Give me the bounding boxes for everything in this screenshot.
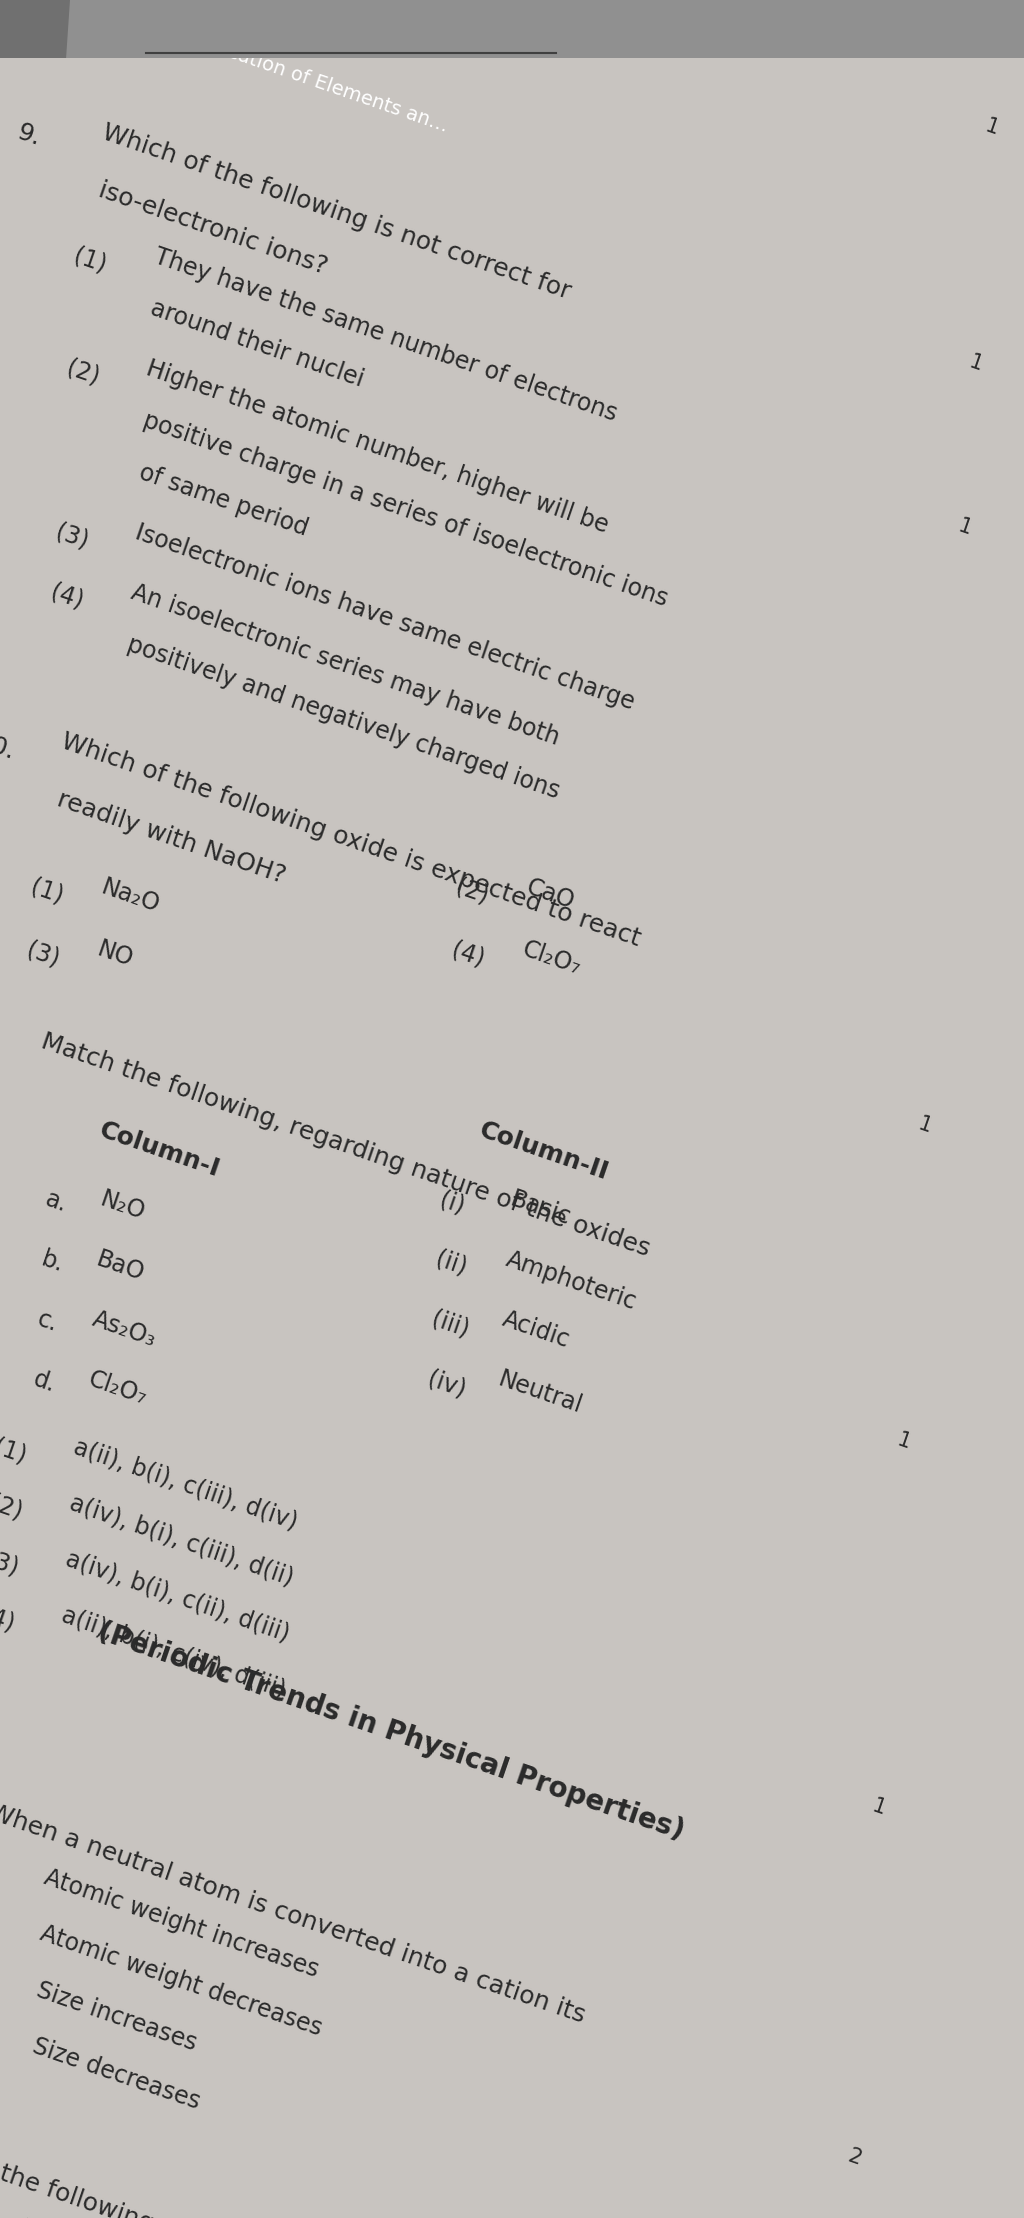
Text: 1: 1 [967,353,986,375]
Text: Higher the atomic number, higher will be: Higher the atomic number, higher will be [143,357,611,537]
Text: b.: b. [38,1247,67,1278]
Text: (1): (1) [28,874,68,909]
Text: Atomic weight increases: Atomic weight increases [41,1865,322,1983]
Text: positive charge in a series of isoelectronic ions: positive charge in a series of isoelectr… [139,408,671,610]
Text: c.: c. [34,1306,60,1335]
Text: Size increases: Size increases [34,1978,200,2056]
Bar [0,0,1024,58]
Text: 1: 1 [955,517,975,539]
Text: (3): (3) [52,519,91,554]
Text: iso-electronic ions?: iso-electronic ions? [95,177,331,279]
Text: (ii): (ii) [433,1247,470,1280]
Text: Basic: Basic [507,1187,573,1231]
Text: Column-I: Column-I [96,1118,223,1182]
Text: Which of the following oxide is expected to react: Which of the following oxide is expected… [58,730,644,952]
Text: Of the following, which one is a correct statement?: Of the following, which one is a correct… [0,2149,573,2218]
Text: An isoelectronic series may have both: An isoelectronic series may have both [128,579,562,750]
Text: Cl₂O₇: Cl₂O₇ [85,1366,151,1408]
Text: a(ii), b(i), c(iv), d(iii): a(ii), b(i), c(iv), d(iii) [58,1604,289,1701]
Text: (4): (4) [0,1604,18,1637]
Text: (Periodic Trends in Physical Properties): (Periodic Trends in Physical Properties) [94,1617,688,1845]
Text: (1): (1) [71,244,110,277]
Text: As₂O₃: As₂O₃ [89,1306,160,1351]
Text: 1: 1 [915,1113,935,1136]
Text: Na₂O: Na₂O [98,874,163,918]
Text: 1: 1 [869,1797,888,1819]
Text: Which of the following is not correct for: Which of the following is not correct fo… [99,120,574,304]
Text: (3): (3) [24,938,63,971]
Text: Cl₂O₇: Cl₂O₇ [519,938,584,980]
Text: around their nuclei: around their nuclei [147,295,367,393]
Bar [0,0,70,58]
Text: a(iv), b(i), c(ii), d(iii): a(iv), b(i), c(ii), d(iii) [62,1546,293,1646]
Text: Amphoteric: Amphoteric [503,1247,640,1315]
Text: (2): (2) [453,874,493,909]
Text: N₂O: N₂O [97,1187,148,1224]
Text: CaO: CaO [523,874,578,914]
Text: a(iv), b(i), c(iii), d(ii): a(iv), b(i), c(iii), d(ii) [67,1490,297,1590]
Text: (iv): (iv) [425,1366,469,1402]
Text: of same period: of same period [136,459,311,541]
Text: BaO: BaO [93,1247,147,1286]
Text: a.: a. [42,1187,71,1218]
Text: 1: 1 [973,16,991,38]
Text: 9.: 9. [14,120,44,151]
Text: d.: d. [30,1366,58,1397]
Text: 38: 38 [0,16,43,55]
Text: (4): (4) [449,938,488,971]
Text: (4): (4) [48,579,87,614]
Text: Classification of Elements an…: Classification of Elements an… [160,20,451,135]
Text: 10.: 10. [0,730,18,765]
Text: 2: 2 [846,2145,864,2169]
Text: (2): (2) [0,1490,26,1524]
Text: Acidic: Acidic [499,1306,572,1353]
Text: NO: NO [94,938,136,971]
Text: Neutral: Neutral [495,1366,585,1417]
Text: 1: 1 [983,115,1001,140]
Text: readily with NaOH?: readily with NaOH? [54,787,289,887]
Text: Size decreases: Size decreases [30,2034,204,2114]
Text: Match the following, regarding nature of the oxides: Match the following, regarding nature of… [38,1029,653,1262]
Text: Isoelectronic ions have same electric charge: Isoelectronic ions have same electric ch… [132,519,638,714]
Text: (3): (3) [0,1546,22,1579]
Text: a(ii), b(i), c(iii), d(iv): a(ii), b(i), c(iii), d(iv) [71,1435,300,1535]
Text: They have the same number of electrons: They have the same number of electrons [151,244,620,426]
Text: When a neutral atom is converted into a cation its: When a neutral atom is converted into a … [0,1799,589,2027]
Text: positively and negatively charged ions: positively and negatively charged ions [125,632,563,803]
Text: (2): (2) [63,357,102,390]
Text: (iii): (iii) [429,1306,473,1342]
Text: 1: 1 [894,1431,913,1453]
Text: (1): (1) [0,1435,30,1468]
Text: (i): (i) [437,1187,468,1218]
Text: Column-II: Column-II [476,1118,612,1184]
Text: Atomic weight decreases: Atomic weight decreases [37,1921,326,2041]
